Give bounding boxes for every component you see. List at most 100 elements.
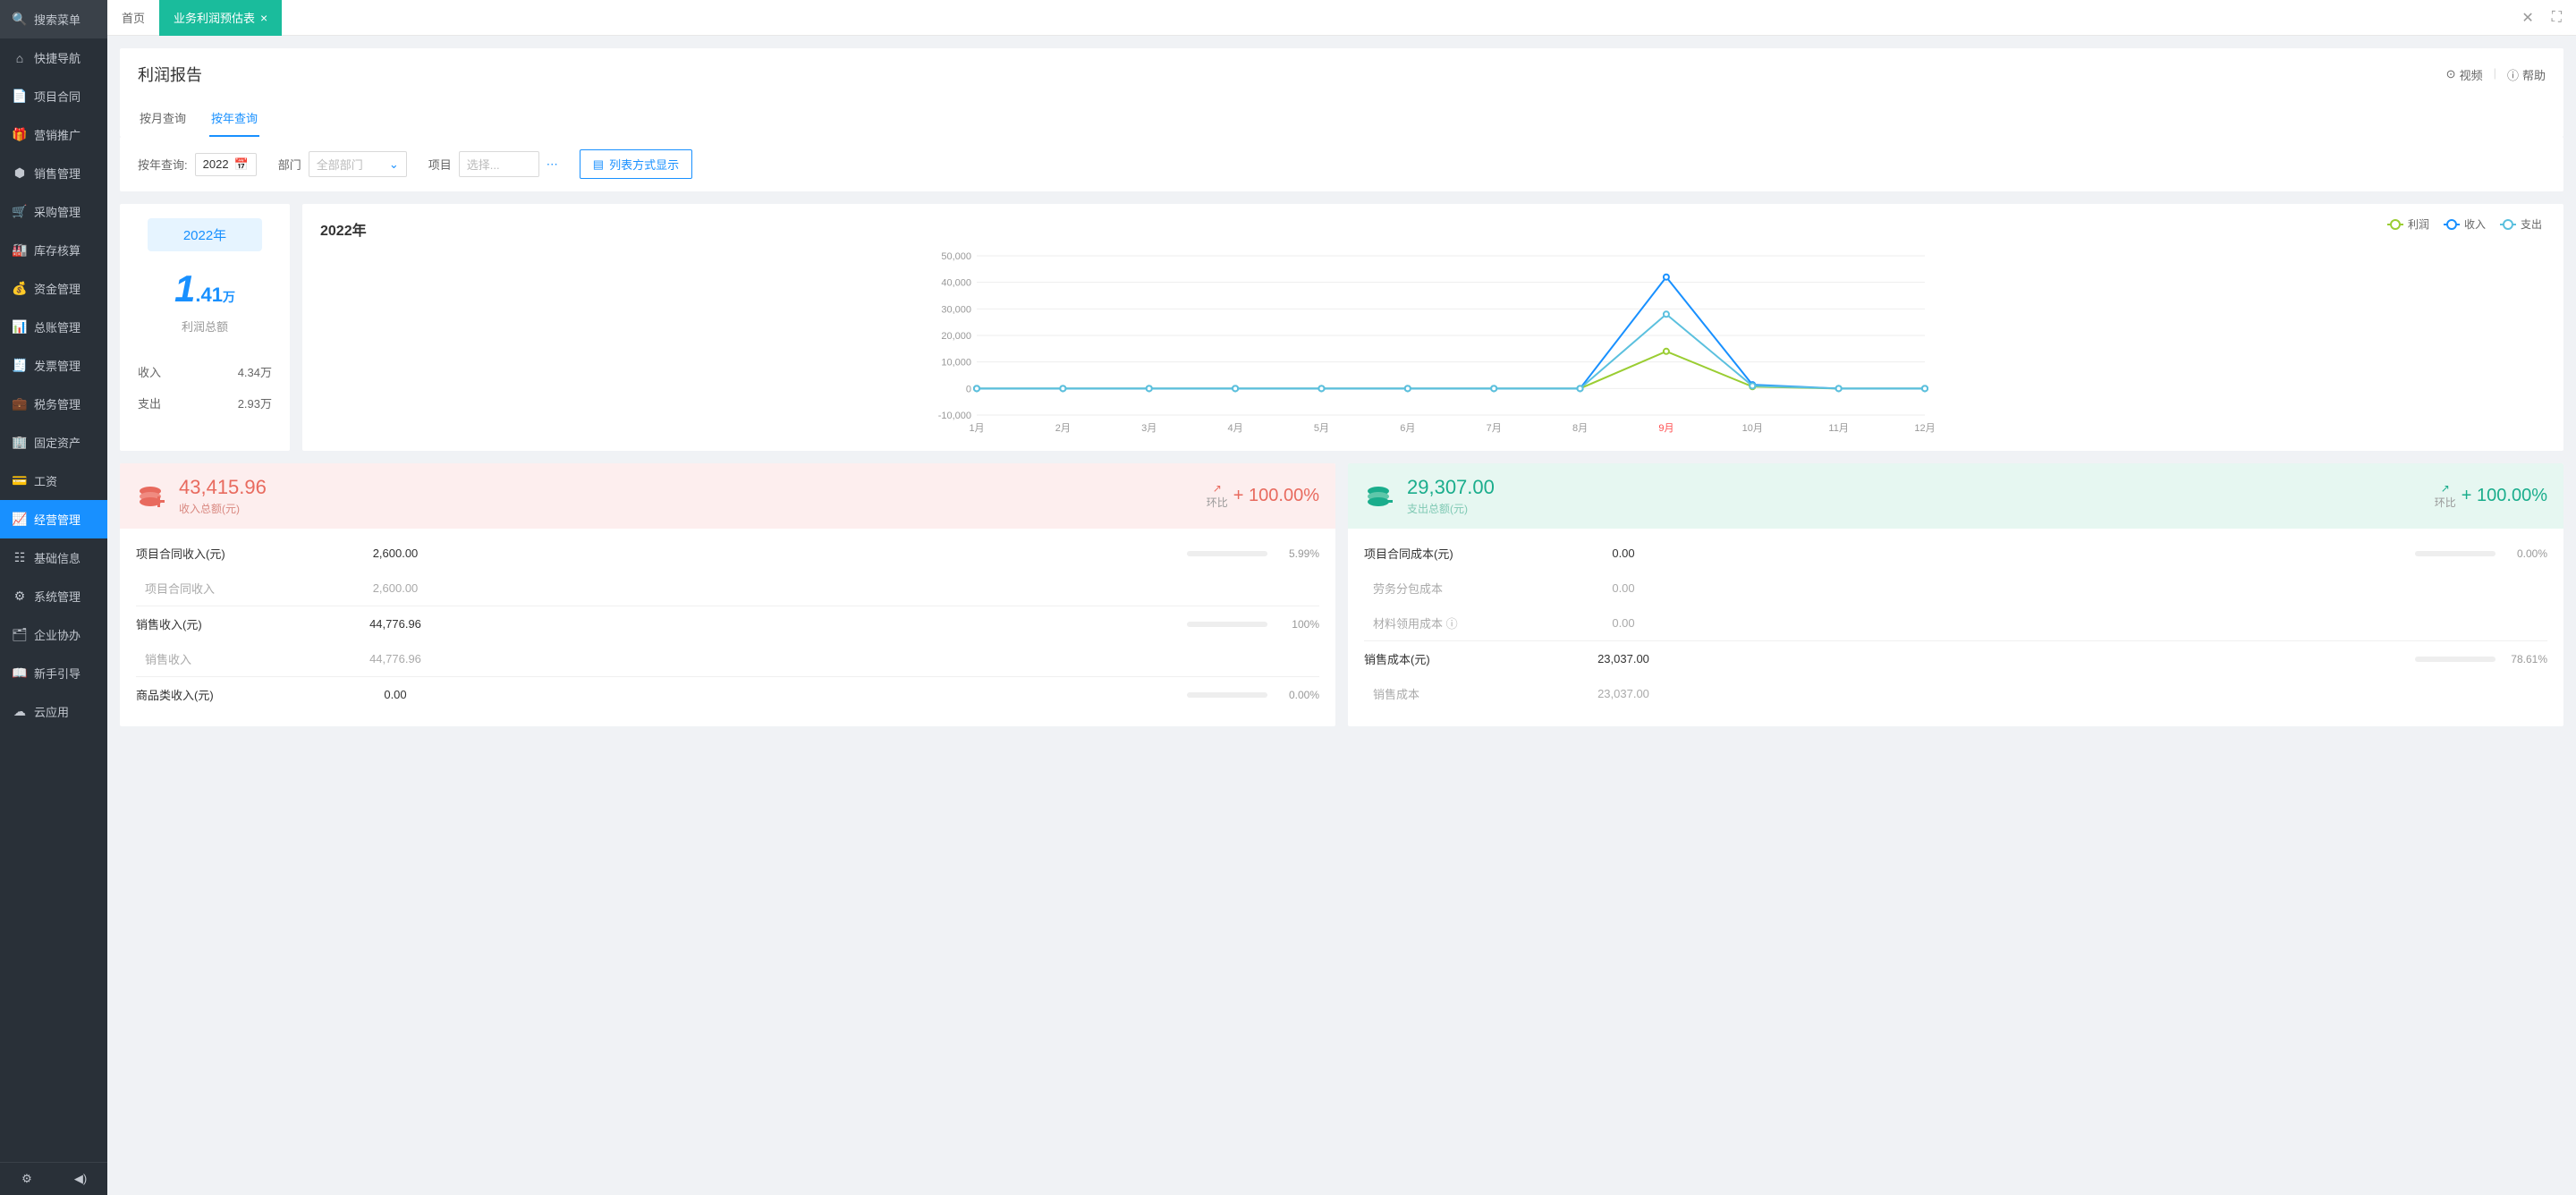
sidebar-item-4[interactable]: ⬢销售管理: [0, 154, 107, 192]
project-select[interactable]: 选择...: [459, 151, 539, 177]
legend-item[interactable]: 支出: [2500, 216, 2542, 232]
income-panel: 43,415.96 收入总额(元) ↗环比 + 100.00% 项目合同收入(元…: [120, 463, 1335, 726]
income-amount: 43,415.96: [179, 476, 267, 499]
income-icon: [136, 480, 168, 513]
svg-text:-10,000: -10,000: [938, 411, 971, 421]
legend-label: 利润: [2408, 216, 2429, 232]
sub-line: 劳务分包成本0.00: [1364, 571, 2547, 606]
line-value: 44,776.96: [333, 652, 458, 665]
sidebar: 🔍搜索菜单⌂快捷导航📄项目合同🎁营销推广⬢销售管理🛒采购管理🏭库存核算💰资金管理…: [0, 0, 107, 1195]
svg-text:8月: 8月: [1572, 423, 1588, 434]
tab-1[interactable]: 业务利润预估表 ×: [159, 0, 282, 36]
settings-icon[interactable]: ⚙: [0, 1163, 54, 1195]
svg-text:10,000: 10,000: [941, 358, 971, 369]
sidebar-item-14[interactable]: ☷基础信息: [0, 538, 107, 577]
line-label: 项目合同成本(元): [1364, 545, 1561, 562]
line-pct: 5.99%: [1276, 547, 1319, 560]
line-chart[interactable]: -10,000010,00020,00030,00040,00050,0001月…: [320, 249, 2546, 436]
summary-card: 2022年 1.41万 利润总额 收入4.34万支出2.93万: [120, 204, 290, 451]
sidebar-item-9[interactable]: 🧾发票管理: [0, 346, 107, 385]
sidebar-item-label: 税务管理: [34, 395, 80, 412]
svg-text:12月: 12月: [1914, 423, 1935, 434]
sidebar-icon: ☷: [13, 551, 27, 565]
line-value: 23,037.00: [1561, 687, 1686, 700]
tab-label: 首页: [122, 9, 145, 26]
svg-text:4月: 4月: [1228, 423, 1243, 434]
year-badge: 2022年: [148, 218, 262, 251]
line-pct: 0.00%: [1276, 689, 1319, 701]
sidebar-item-11[interactable]: 🏢固定资产: [0, 423, 107, 462]
year-picker[interactable]: 2022 📅: [195, 153, 257, 176]
expense-amount: 29,307.00: [1407, 476, 1495, 499]
video-action[interactable]: ⊙视频: [2446, 66, 2483, 83]
legend-label: 收入: [2464, 216, 2486, 232]
sub-tab-1[interactable]: 按年查询: [209, 100, 259, 137]
sidebar-icon: 📈: [13, 513, 27, 527]
close-all-icon[interactable]: ✕: [2516, 5, 2538, 30]
line-value: 23,037.00: [1561, 652, 1686, 665]
legend-mark: [2444, 224, 2460, 225]
sidebar-item-12[interactable]: 💳工资: [0, 462, 107, 500]
sidebar-item-13[interactable]: 📈 经营管理: [0, 500, 107, 538]
category-line: 项目合同收入(元)2,600.00 5.99%: [136, 536, 1319, 571]
sidebar-item-15[interactable]: ⚙系统管理: [0, 577, 107, 615]
sidebar-item-18[interactable]: ☁云应用: [0, 692, 107, 731]
svg-text:9月: 9月: [1658, 423, 1674, 434]
svg-text:11月: 11月: [1828, 423, 1848, 434]
trend-up-icon: ↗: [2441, 482, 2450, 495]
sidebar-item-10[interactable]: 💼 税务管理: [0, 385, 107, 423]
trend-up-icon: ↗: [1213, 482, 1222, 495]
fullscreen-icon[interactable]: ⛶: [2546, 6, 2567, 30]
legend-item[interactable]: 利润: [2387, 216, 2429, 232]
progress-bar: [1187, 551, 1267, 556]
sub-tab-0[interactable]: 按月查询: [138, 100, 188, 137]
progress-bar: [1187, 692, 1267, 698]
svg-text:20,000: 20,000: [941, 331, 971, 342]
sidebar-item-7[interactable]: 💰资金管理: [0, 269, 107, 308]
line-value: 0.00: [1561, 581, 1686, 595]
sidebar-item-8[interactable]: 📊总账管理: [0, 308, 107, 346]
svg-text:3月: 3月: [1141, 423, 1157, 434]
sidebar-item-1[interactable]: ⌂快捷导航: [0, 38, 107, 77]
sidebar-icon: 🎁: [13, 128, 27, 142]
help-action[interactable]: ⓘ帮助: [2507, 66, 2546, 83]
sidebar-item-label: 采购管理: [34, 203, 80, 220]
sidebar-item-label: 经营管理: [34, 511, 80, 528]
line-value: 44,776.96: [333, 617, 458, 631]
project-more-icon[interactable]: ⋯: [547, 157, 558, 172]
svg-text:1月: 1月: [969, 423, 984, 434]
summary-row-label: 支出: [138, 394, 161, 411]
dept-select[interactable]: 全部部门⌄: [309, 151, 407, 177]
tab-0[interactable]: 首页: [107, 0, 159, 36]
income-sublabel: 收入总额(元): [179, 501, 267, 516]
sidebar-icon: 💼: [13, 397, 27, 411]
line-label: 项目合同收入(元): [136, 545, 333, 562]
list-view-button[interactable]: ▤列表方式显示: [580, 149, 692, 179]
legend-item[interactable]: 收入: [2444, 216, 2486, 232]
chart-title: 2022年: [320, 218, 2546, 240]
sidebar-item-0[interactable]: 🔍搜索菜单: [0, 0, 107, 38]
sidebar-item-17[interactable]: 📖新手引导: [0, 654, 107, 692]
summary-row: 支出2.93万: [134, 387, 275, 419]
sidebar-icon: 🗂: [13, 628, 27, 642]
line-value: 0.00: [1561, 616, 1686, 630]
filters-bar: 按年查询: 2022 📅 部门 全部部门⌄ 项目 选择... ⋯ ▤列表方式显示: [120, 137, 2563, 191]
svg-text:5月: 5月: [1314, 423, 1329, 434]
collapse-icon[interactable]: ◀): [54, 1163, 107, 1195]
category-line: 销售收入(元)44,776.96100%: [136, 606, 1319, 641]
svg-text:40,000: 40,000: [941, 278, 971, 289]
sidebar-item-6[interactable]: 🏭库存核算: [0, 231, 107, 269]
line-value: 2,600.00: [333, 547, 458, 560]
sidebar-item-5[interactable]: 🛒采购管理: [0, 192, 107, 231]
sidebar-item-16[interactable]: 🗂企业协办: [0, 615, 107, 654]
sidebar-icon: 📄: [13, 89, 27, 104]
sidebar-item-3[interactable]: 🎁营销推广: [0, 115, 107, 154]
sidebar-item-label: 销售管理: [34, 165, 80, 182]
line-label: 劳务分包成本: [1364, 580, 1561, 597]
svg-text:0: 0: [966, 384, 971, 394]
tab-label: 业务利润预估表: [174, 9, 255, 26]
profit-total-label: 利润总额: [182, 318, 228, 335]
close-icon[interactable]: ×: [260, 11, 267, 25]
sidebar-item-2[interactable]: 📄项目合同: [0, 77, 107, 115]
svg-text:6月: 6月: [1400, 423, 1415, 434]
